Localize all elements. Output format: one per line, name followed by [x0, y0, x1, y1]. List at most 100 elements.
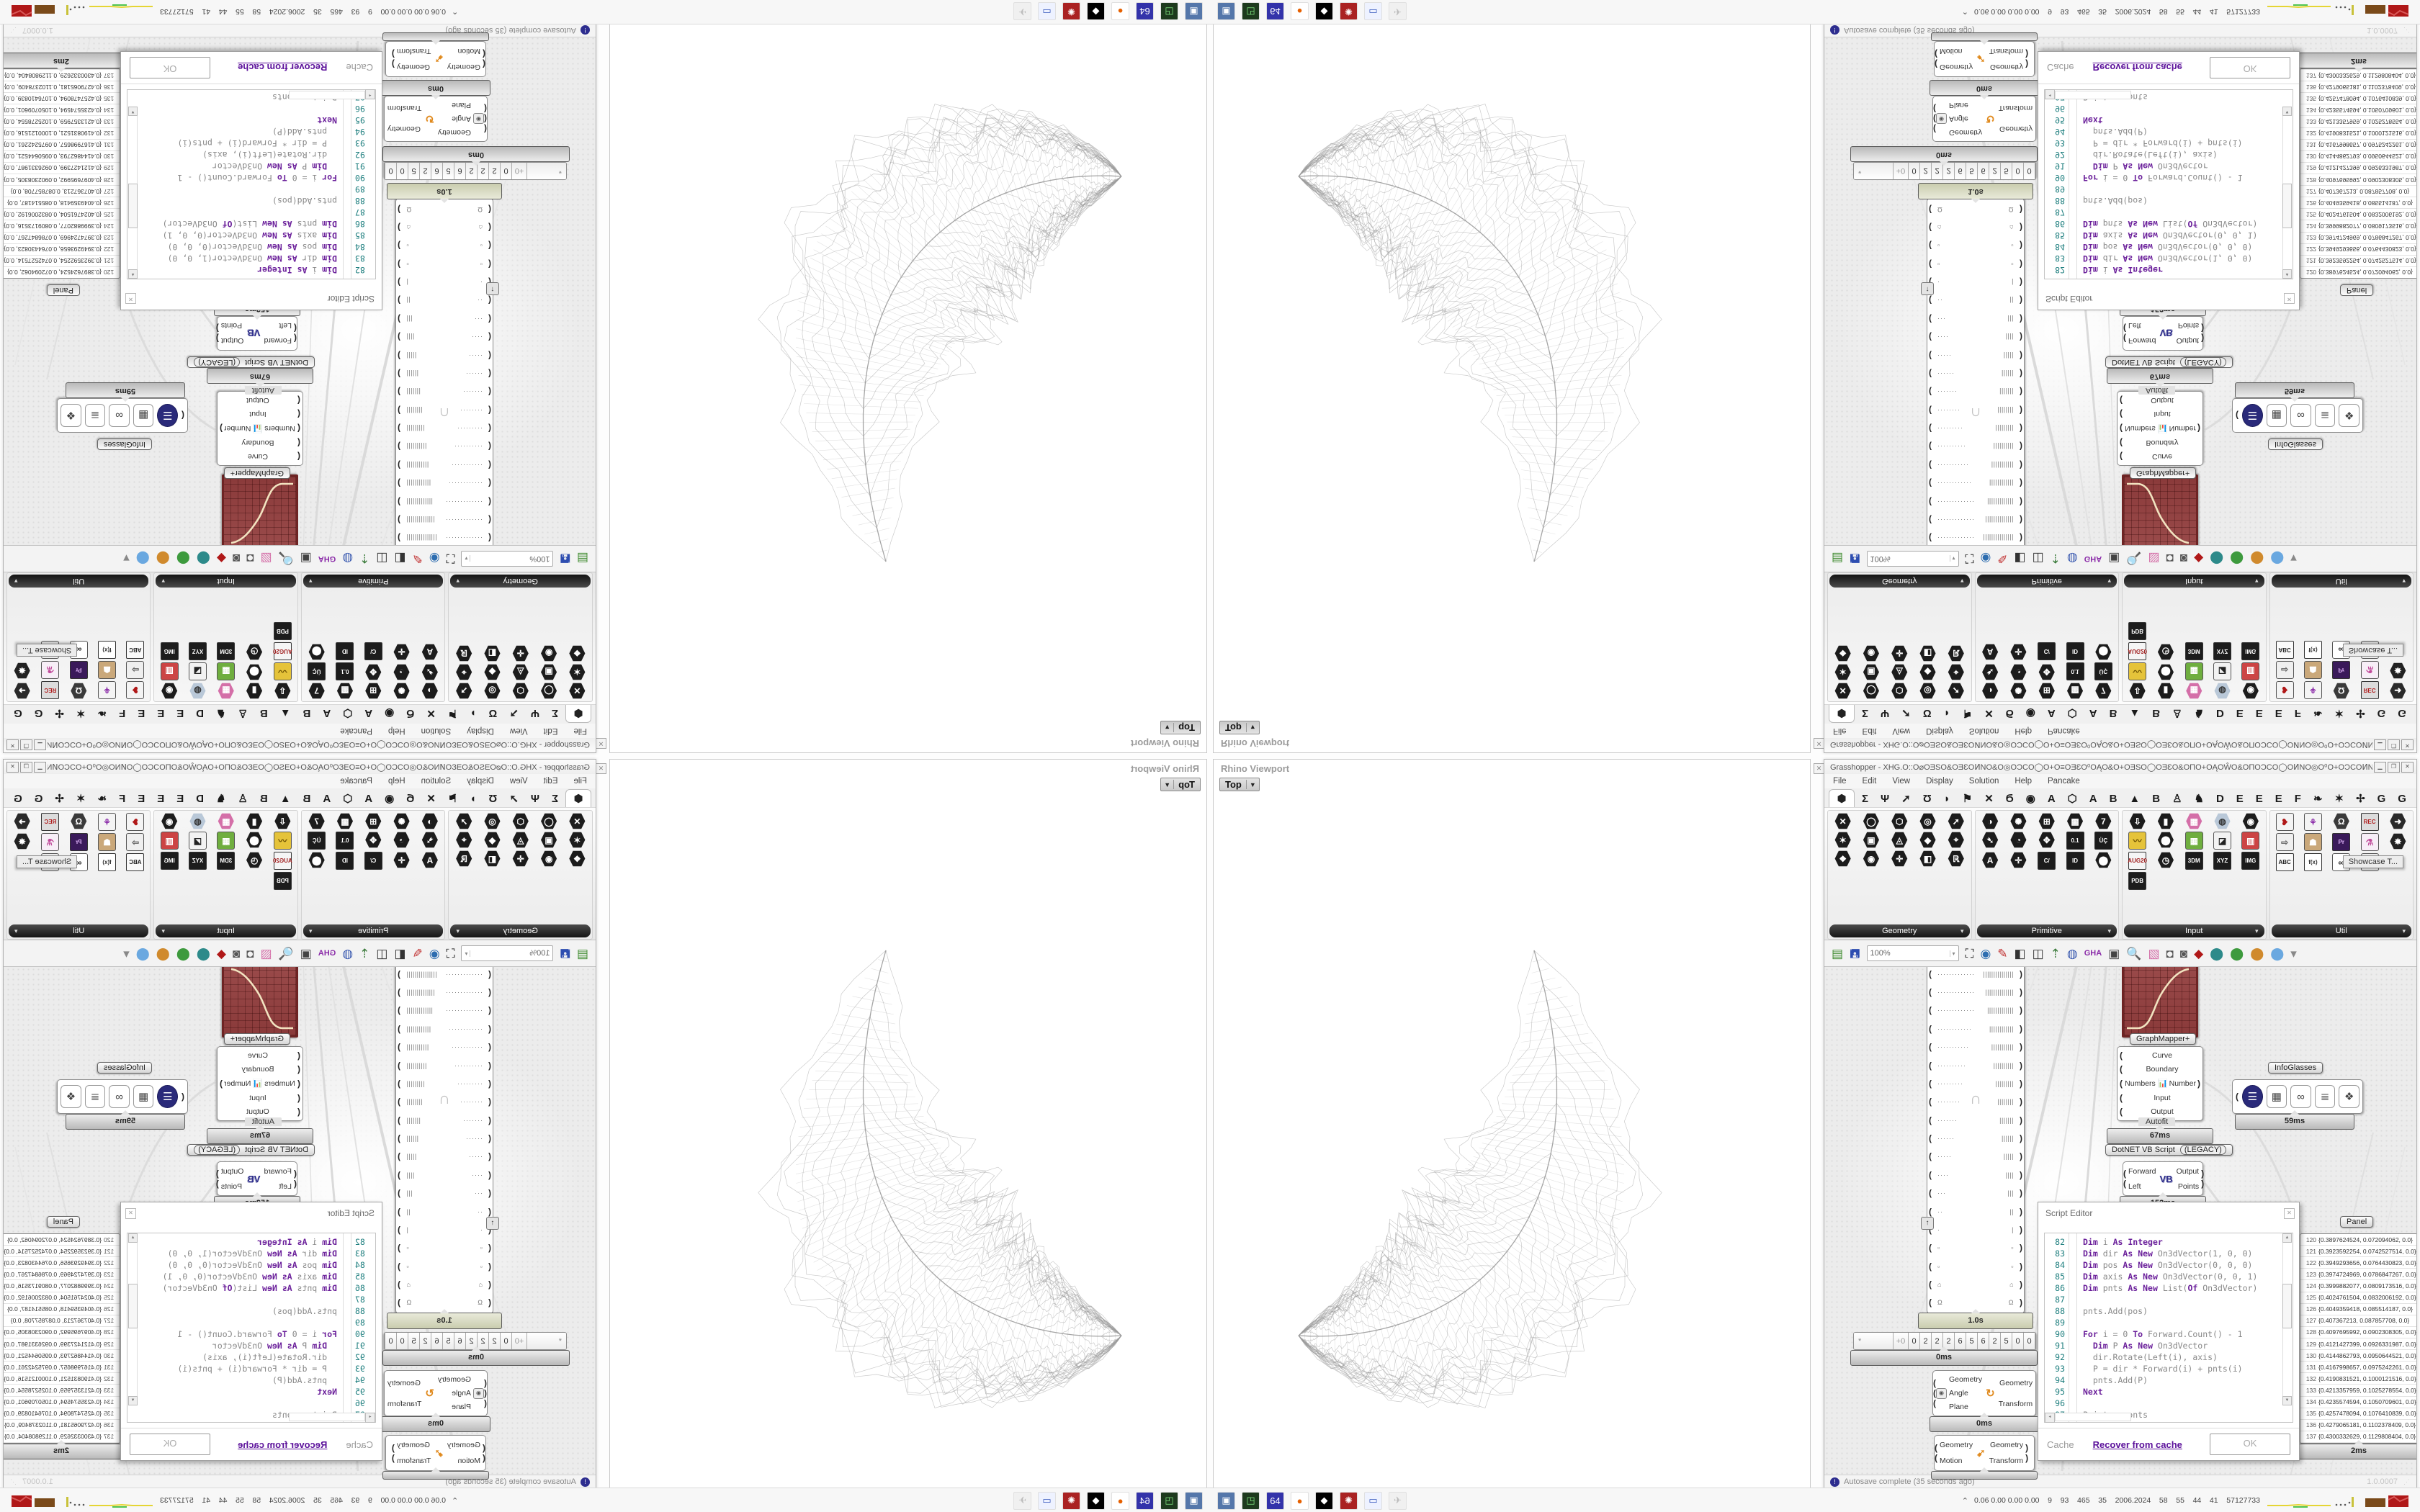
slider-cell-11[interactable]: 0 [396, 1333, 408, 1349]
util-icon-6[interactable]: ☗ [2303, 661, 2322, 679]
zoom-level-dropdown[interactable]: 100% ▾ [1866, 551, 1959, 567]
toolbar-icon-9[interactable]: GHA [318, 554, 336, 564]
slider-cell-6[interactable]: 6 [454, 163, 465, 179]
slider-cell-11[interactable]: 0 [2012, 163, 2024, 179]
minimize-button[interactable]: ▁ [34, 739, 46, 751]
geometry-icon-12[interactable]: ✛ [1891, 645, 1908, 662]
input-icon-5[interactable]: 〰 [273, 662, 292, 680]
panel-component[interactable]: 120 {0.3897624524, 0.072094062, 0.0} 121 {0… [4, 1233, 120, 1444]
menu-view[interactable]: View [509, 726, 528, 735]
geometry-icon-9[interactable]: ⌖ [456, 832, 472, 848]
primitive-icon-4[interactable]: 7 [2095, 683, 2112, 699]
input-icon-8[interactable]: ◪ [188, 662, 207, 680]
primitive-icon-3[interactable]: ▩ [336, 813, 353, 829]
resize-grip-icon[interactable]: ⋰ [2403, 1477, 2411, 1485]
toolbar-icon-9[interactable]: GHA [2084, 948, 2102, 958]
toolbar-icon-14[interactable]: ◙ [232, 946, 241, 960]
util-icon-1[interactable]: ⚘ [2303, 681, 2322, 699]
geometry-icon-3[interactable]: ◎ [484, 813, 501, 829]
slider-cell-8[interactable]: 6 [431, 163, 442, 179]
script-editor-titlebar[interactable]: Script Editor ✕ [121, 291, 382, 310]
palette-footer-input[interactable]: Input ▾ [2124, 575, 2264, 588]
move-component[interactable]: (( Geometry Motion ➹ Geometry Transform )) [385, 41, 486, 77]
resize-grip-icon[interactable]: ⋰ [9, 27, 17, 35]
toolbar-icon-11[interactable]: 🔍 [278, 946, 294, 960]
horizontal-scrollbar[interactable]: ◂ [289, 89, 375, 99]
category-tab-7[interactable]: Ϭ [2005, 707, 2014, 720]
script-editor-titlebar[interactable]: Script Editor ✕ [2038, 1202, 2299, 1221]
input-icon-13[interactable]: XYZ [2213, 852, 2232, 870]
menu-display[interactable]: Display [467, 777, 494, 786]
toolbar-icon-15[interactable]: ◆ [2194, 946, 2204, 960]
input-icon-6[interactable]: ⬤ [2157, 664, 2174, 680]
category-tab-10[interactable]: ⬡ [2067, 793, 2077, 805]
util-icon-10[interactable]: ABC [126, 853, 145, 871]
menu-solution[interactable]: Solution [421, 777, 452, 786]
viewport-view-dropdown[interactable]: Top ▼ [1219, 778, 1260, 791]
category-tab-2[interactable]: ➚ [1901, 793, 1911, 805]
geometry-icon-9[interactable]: ⌖ [456, 664, 472, 680]
infoglasses-component[interactable]: ( ☰ ▦ ∞ ≣ ❖ [57, 398, 188, 433]
infoglasses-icon-0[interactable]: ☰ [2242, 1085, 2263, 1108]
toolbar-icon-20[interactable]: ▾ [123, 552, 130, 566]
cache-button[interactable]: Cache [346, 1439, 373, 1450]
category-tab-23[interactable]: ✶ [2334, 793, 2344, 805]
rotate-component[interactable]: ((( ◉ Geometry Angle Plane ↻ Geometry Trans… [1932, 96, 2036, 142]
palette-footer-input[interactable]: Input ▾ [156, 924, 296, 937]
vertical-scrollbar[interactable]: ▲ ▼ [2282, 1233, 2293, 1405]
input-icon-14[interactable]: IMG [2241, 642, 2260, 660]
category-tab-4[interactable]: ◗ [1943, 707, 1950, 720]
category-tab-5[interactable]: ⚑ [447, 793, 458, 805]
cache-button[interactable]: Cache [2047, 1439, 2074, 1450]
primitive-icon-4[interactable]: 7 [308, 683, 325, 699]
floppy-64-icon[interactable]: 64 [1136, 1491, 1154, 1510]
toolbar-icon-12[interactable]: ▧ [2148, 552, 2160, 566]
primitive-icon-12[interactable]: C/ [364, 642, 382, 660]
palette-footer-input[interactable]: Input ▾ [156, 575, 296, 588]
geometry-icon-1[interactable]: ◯ [541, 683, 557, 699]
toolbar-icon-4[interactable]: ✎ [1997, 552, 2008, 566]
menu-view[interactable]: View [1892, 726, 1911, 735]
red-badge-app-icon[interactable]: ✺ [1062, 2, 1080, 21]
primitive-icon-9[interactable]: ÜÇ [2094, 832, 2112, 850]
geometry-icon-1[interactable]: ◯ [541, 813, 557, 829]
category-tab-5[interactable]: ⚑ [1962, 707, 1973, 719]
toolbar-icon-13[interactable]: ◘ [2166, 552, 2174, 566]
infoglasses-component[interactable]: ( ☰ ▦ ∞ ≣ ❖ [2232, 398, 2363, 433]
slider-cell-5[interactable]: 2 [1943, 1333, 1955, 1349]
input-icon-0[interactable]: ⇩ [2129, 813, 2146, 829]
primitive-icon-0[interactable]: ◑ [421, 813, 438, 829]
slider-cell-11[interactable]: 0 [2012, 1333, 2024, 1349]
category-tab-15[interactable]: ♙ [2172, 707, 2182, 719]
toolbar-icon-11[interactable]: 🔍 [278, 552, 294, 566]
primitive-icon-8[interactable]: 0.1 [2066, 832, 2084, 850]
category-tab-13[interactable]: ▲ [279, 707, 291, 720]
category-tab-12[interactable]: B [2109, 707, 2118, 720]
media-app-icon[interactable]: ◳ [1160, 2, 1178, 21]
primitive-icon-14[interactable]: ⬤ [2095, 644, 2112, 660]
primitive-icon-13[interactable]: ID [2066, 852, 2084, 870]
input-icon-1[interactable]: ▮ [2157, 813, 2174, 829]
category-tab-17[interactable]: D [196, 792, 205, 805]
geometry-icon-10[interactable]: ❖ [1834, 645, 1851, 662]
menu-edit[interactable]: Edit [1862, 777, 1877, 786]
timer-interval-bar[interactable]: 1.0s [387, 1313, 502, 1329]
geometry-icon-7[interactable]: ◬ [512, 832, 529, 848]
primitive-icon-5[interactable]: ➴ [421, 832, 438, 848]
input-icon-11[interactable]: ◷ [246, 852, 263, 868]
primitive-icon-1[interactable]: ✺ [393, 813, 410, 829]
util-icon-2[interactable]: Ω [71, 683, 87, 699]
util-icon-3[interactable]: REC [41, 813, 60, 831]
infoglasses-label[interactable]: InfoGlasses [2268, 1062, 2323, 1074]
cache-button[interactable]: Cache [346, 62, 373, 73]
menu-edit[interactable]: Edit [543, 726, 558, 735]
toolbar-icon-14[interactable]: ◙ [232, 552, 241, 566]
util-icon-2[interactable]: Ω [2333, 813, 2349, 829]
category-tab-13[interactable]: ▲ [279, 792, 291, 805]
palette-footer-util[interactable]: Util ▾ [9, 575, 149, 588]
infoglasses-icon-4[interactable]: ❖ [2339, 1085, 2360, 1108]
category-tab-0[interactable]: Σ [1862, 792, 1869, 805]
primitive-icon-10[interactable]: A [1982, 644, 1999, 660]
category-tab-24[interactable]: ✢ [55, 793, 64, 805]
toolbar-icon-15[interactable]: ◆ [216, 946, 226, 960]
